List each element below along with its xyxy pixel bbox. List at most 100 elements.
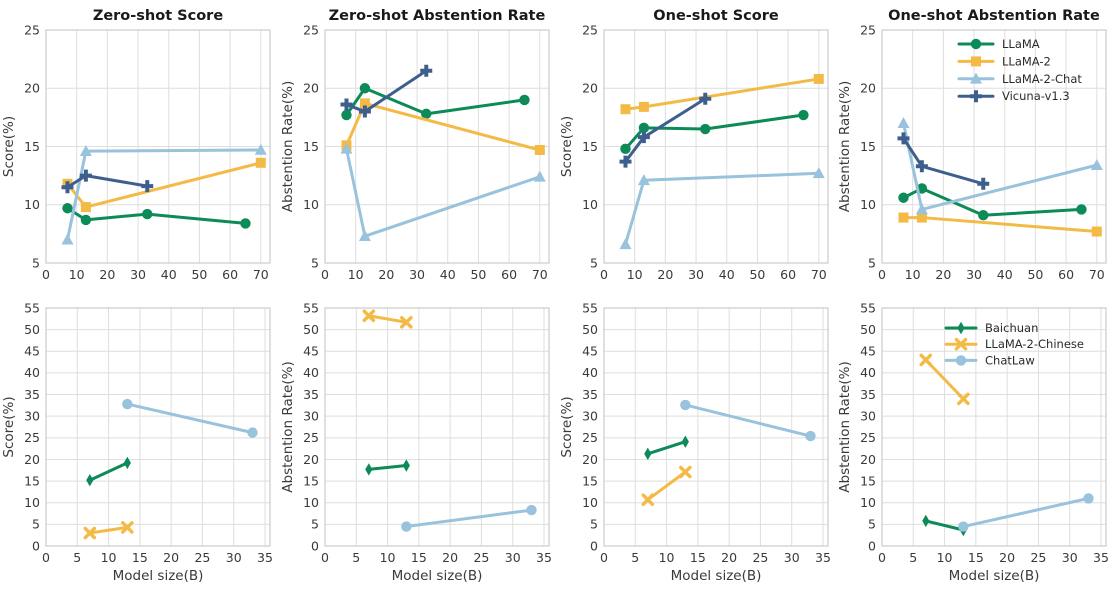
y-tick-label: 10 [582, 197, 598, 212]
x-tick-label: 30 [688, 267, 704, 282]
x-tick-label: 0 [321, 550, 329, 565]
y-tick-label: 35 [860, 387, 876, 402]
circle-marker [956, 355, 967, 366]
y-tick-label: 55 [582, 300, 598, 315]
x-marker [954, 337, 968, 351]
y-tick-label: 30 [860, 408, 876, 423]
plus-marker [977, 177, 990, 190]
series-line-LLaMA [344, 86, 526, 117]
x-tick-label: 0 [878, 550, 886, 565]
x-axis-label: Model size(B) [391, 568, 482, 584]
triangle-marker [533, 170, 546, 182]
y-tick-label: 5 [311, 255, 319, 270]
x-tick-label: 10 [937, 550, 953, 565]
y-tick-label: 20 [303, 81, 319, 96]
plot-border [324, 307, 550, 547]
subplot-one-shot-score: 0 10 20 30 40 50 60 70 5 10 15 20 25 One-shot Score Sc… [558, 0, 837, 292]
triangle-marker [812, 167, 825, 179]
x-tick-label: 50 [470, 267, 486, 282]
x-marker [121, 521, 134, 534]
legend-label: Vicuna-v1.3 [1002, 89, 1070, 103]
diamond-marker [402, 459, 410, 472]
x-tick-label: 0 [600, 550, 608, 565]
circle-marker [62, 203, 73, 214]
series-line-LLaMA-2-Chat [65, 148, 263, 242]
triangle-marker [340, 142, 353, 154]
y-tick-label: 25 [24, 430, 40, 445]
y-tick-label: 10 [24, 495, 40, 510]
chart-svg: 0 5 10 15 20 25 30 35 0 5 10 15 20 25 30 35 40 45 50 55 Scor… [1, 300, 273, 584]
x-tick-label: 20 [657, 267, 673, 282]
x-marker [399, 315, 413, 329]
triangle-marker [254, 143, 267, 155]
series-line-LLaMA-2-Chinese [924, 358, 966, 401]
legend-label: Baichuan [985, 321, 1038, 335]
x-marker [957, 392, 970, 406]
plus-marker [61, 181, 74, 194]
x-marker [362, 309, 375, 323]
x-tick-label: 15 [411, 550, 427, 565]
y-tick-label: 5 [311, 517, 319, 532]
subplot-chinese-zero-shot-abstention-rate: 0 5 10 15 20 25 30 35 0 5 10 15 20 25 30 35 40 45 50 55 Abst… [279, 292, 558, 594]
square-marker [80, 202, 91, 213]
x-tick-label: 40 [997, 267, 1013, 282]
y-tick-label: 10 [303, 197, 319, 212]
subplot-one-shot-abstention-rate: 0 10 20 30 40 50 60 70 5 10 15 20 25 One-shot Abstent… [836, 0, 1115, 292]
square-marker [638, 101, 649, 112]
circle-marker [359, 83, 370, 94]
x-tick-label: 15 [132, 550, 148, 565]
circle-marker [804, 430, 816, 442]
y-tick-label: 40 [582, 365, 598, 380]
y-tick-label: 25 [303, 430, 319, 445]
x-tick-label: 50 [749, 267, 765, 282]
chart-title: Zero-shot Score [93, 8, 224, 24]
circle-marker [400, 521, 412, 532]
chart-svg: 0 10 20 30 40 50 60 70 5 10 15 20 25 One-shot Abstent… [837, 8, 1107, 282]
y-tick-label: 0 [32, 538, 40, 553]
x-axis-label: Model size(B) [113, 568, 204, 584]
x-tick-label: 60 [780, 267, 796, 282]
square-marker [359, 98, 370, 109]
x-tick-label: 10 [101, 550, 117, 565]
series-line-LLaMA-2-Chinese [367, 314, 408, 324]
y-tick-label: 20 [24, 452, 40, 467]
x-tick-label: 70 [532, 267, 548, 282]
x-tick-label: 20 [442, 550, 458, 565]
legend-item-LLaMA-2-Chinese: LLaMA-2-Chinese [944, 337, 1084, 351]
x-tick-label: 40 [161, 267, 177, 282]
y-axis-label: Abstention Rate(%) [280, 361, 296, 492]
chart-svg: 0 5 10 15 20 25 30 35 0 5 10 15 20 25 30 35 40 45 50 55 Abst… [280, 300, 552, 584]
series-line-Baichuan [924, 519, 966, 532]
x-tick-label: 25 [194, 550, 210, 565]
y-tick-label: 25 [303, 22, 319, 37]
x-marker [678, 465, 692, 479]
x-tick-label: 35 [815, 550, 831, 565]
x-tick-label: 30 [130, 267, 146, 282]
square-marker [255, 157, 266, 168]
triangle-marker [61, 233, 74, 245]
legend-label: LLaMA-2 [1002, 54, 1051, 68]
circle-marker [240, 218, 251, 229]
y-tick-label: 40 [24, 365, 40, 380]
y-axis-label: Abstention Rate(%) [837, 81, 853, 212]
y-tick-label: 0 [590, 538, 598, 553]
circle-marker [971, 38, 982, 50]
circle-marker [526, 504, 537, 516]
y-tick-label: 30 [24, 408, 40, 423]
square-marker [534, 144, 545, 155]
series-line-LLaMA-2 [65, 161, 263, 209]
chart-svg: 0 5 10 15 20 25 30 35 0 5 10 15 20 25 30 35 40 45 50 55 Scor… [559, 300, 831, 584]
y-tick-label: 50 [582, 322, 598, 337]
triangle-marker [637, 174, 650, 186]
x-axis-label: Model size(B) [949, 568, 1040, 584]
x-tick-label: 40 [718, 267, 734, 282]
x-tick-label: 60 [1058, 267, 1074, 282]
x-tick-label: 10 [658, 550, 674, 565]
y-tick-label: 0 [311, 538, 319, 553]
y-tick-label: 35 [303, 387, 319, 402]
legend-label: ChatLaw [985, 353, 1035, 367]
x-tick-label: 0 [42, 267, 50, 282]
y-tick-label: 15 [303, 139, 319, 154]
circle-marker [519, 94, 530, 106]
